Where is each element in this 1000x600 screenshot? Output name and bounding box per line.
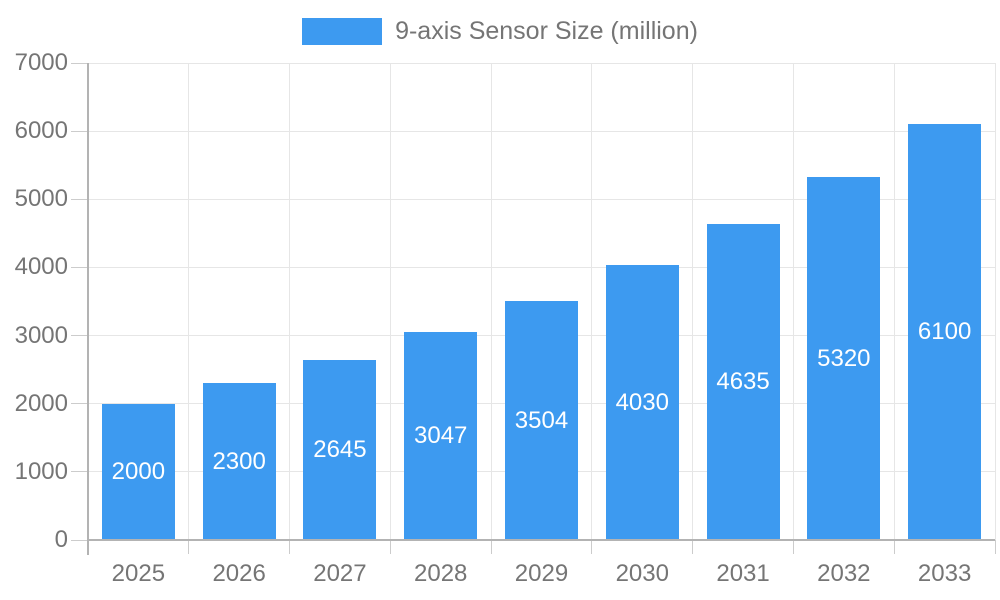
bar-value-label: 3504: [514, 406, 569, 434]
gridline-horizontal: [88, 266, 995, 268]
gridline-vertical: [289, 63, 291, 540]
y-axis-tick: [71, 335, 88, 337]
y-axis-label: 1000: [14, 457, 68, 485]
gridline-vertical: [389, 63, 391, 540]
bar[interactable]: [202, 383, 276, 540]
gridline-vertical: [893, 63, 895, 540]
gridline-vertical: [490, 63, 492, 540]
y-axis-label: 2000: [14, 389, 68, 417]
gridline-vertical: [591, 63, 593, 540]
y-axis-label: 5000: [14, 185, 68, 213]
x-axis-line: [88, 539, 995, 541]
y-axis-label: 0: [54, 526, 68, 553]
gridline-horizontal: [88, 130, 995, 132]
bar[interactable]: [706, 224, 780, 540]
y-axis-tick: [71, 62, 88, 64]
x-axis-label: 2031: [716, 560, 770, 587]
x-axis-label: 2026: [212, 560, 266, 587]
bar-value-label: 2300: [212, 447, 266, 475]
bar[interactable]: [101, 403, 175, 540]
gridline-vertical: [692, 63, 694, 540]
gridline-vertical: [792, 63, 794, 540]
y-axis-tick: [71, 471, 88, 473]
bar[interactable]: [807, 177, 881, 540]
y-axis-tick: [71, 130, 88, 132]
y-axis-tick: [71, 403, 88, 405]
x-axis-label: 2032: [817, 560, 871, 587]
y-axis-label: 3000: [14, 321, 68, 349]
y-axis-label: 7000: [14, 49, 68, 76]
x-axis-tick: [289, 540, 291, 554]
bar[interactable]: [404, 332, 478, 540]
x-axis-tick: [490, 540, 492, 554]
bar-value-label: 4635: [716, 368, 770, 396]
bar[interactable]: [908, 124, 982, 540]
bar[interactable]: [605, 265, 679, 540]
bar-value-label: 4030: [615, 388, 669, 416]
x-axis-tick: [792, 540, 794, 554]
x-axis-label: 2027: [313, 560, 367, 587]
y-axis-label: 4000: [14, 253, 68, 281]
bar[interactable]: [505, 301, 578, 540]
legend-label: 9-axis Sensor Size (million): [395, 16, 698, 45]
bar-value-label: 5320: [817, 344, 871, 372]
bar[interactable]: [303, 359, 377, 540]
gridline-vertical: [188, 63, 190, 540]
bar-value-label: 6100: [917, 318, 972, 346]
gridline-horizontal: [88, 62, 995, 64]
x-axis-label: 2033: [917, 560, 972, 587]
x-axis-tick: [692, 540, 694, 554]
bar-value-label: 3047: [414, 422, 468, 450]
x-axis-label: 2025: [111, 560, 166, 587]
x-axis-tick: [994, 540, 996, 554]
y-axis-line: [87, 63, 89, 555]
bar-value-label: 2000: [111, 457, 166, 485]
y-axis-tick: [71, 539, 88, 541]
y-axis-label: 6000: [14, 117, 68, 145]
x-axis-tick: [591, 540, 593, 554]
bar-value-label: 2645: [313, 435, 367, 463]
x-axis-tick: [389, 540, 391, 554]
x-axis-label: 2029: [514, 560, 569, 587]
gridline-vertical: [994, 63, 996, 540]
x-axis-label: 2028: [414, 560, 468, 587]
legend-swatch: [302, 17, 383, 45]
x-axis-tick: [188, 540, 190, 554]
y-axis-tick: [71, 198, 88, 200]
x-axis-label: 2030: [615, 560, 669, 587]
legend[interactable]: 9-axis Sensor Size (million): [0, 14, 1000, 48]
x-axis-tick: [893, 540, 895, 554]
gridline-horizontal: [88, 198, 995, 200]
y-axis-tick: [71, 266, 88, 268]
